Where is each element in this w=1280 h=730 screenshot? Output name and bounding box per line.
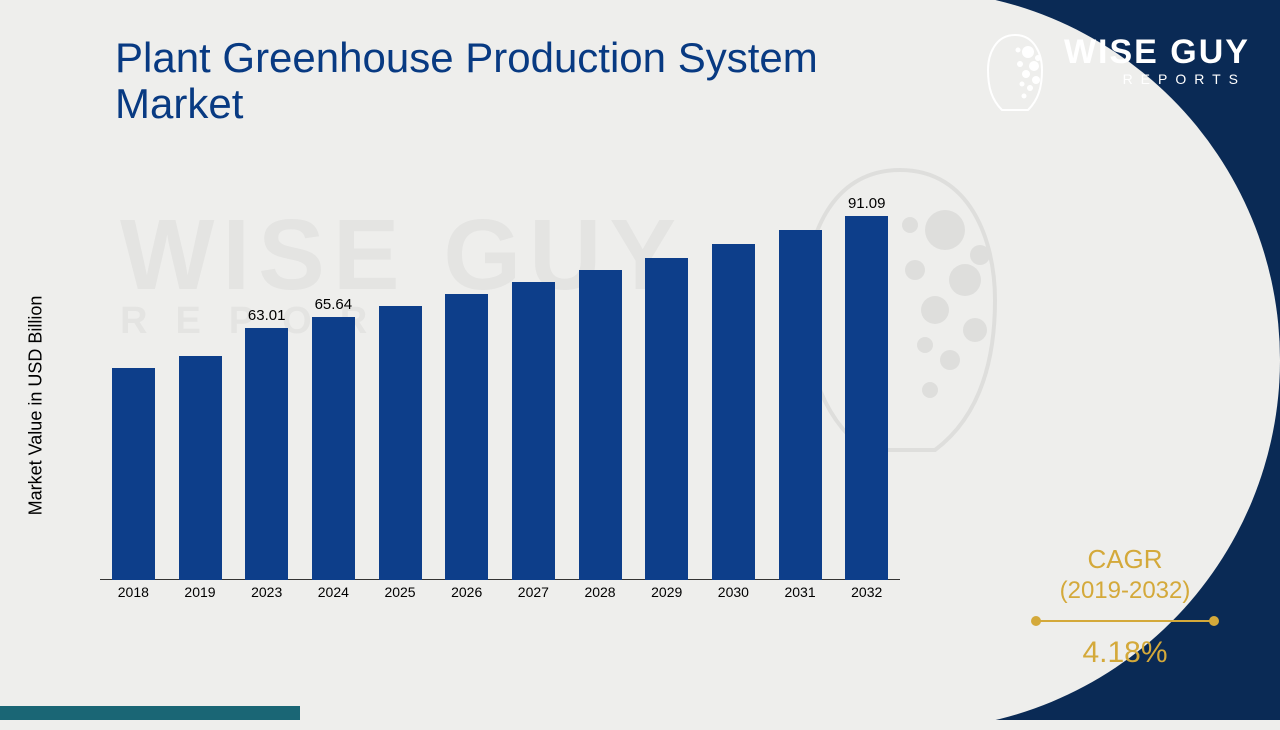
bar [779, 230, 822, 580]
bar-slot: 91.092032 [833, 180, 900, 580]
brand-logo-main: WISE GUY [1064, 35, 1250, 69]
bar-slot: 2018 [100, 180, 167, 580]
y-axis-label: Market Value in USD Billion [26, 296, 47, 516]
x-tick-label: 2024 [300, 584, 367, 600]
cagr-divider [1035, 620, 1215, 622]
bar [245, 328, 288, 580]
bar [379, 306, 422, 580]
cagr-range: (2019-2032) [1035, 575, 1215, 606]
bar [445, 294, 488, 580]
bar-slot: 2031 [767, 180, 834, 580]
bar [579, 270, 622, 580]
bar [312, 317, 355, 580]
brand-head-icon [980, 30, 1050, 115]
bar-slot: 2019 [167, 180, 234, 580]
x-tick-label: 2025 [367, 584, 434, 600]
bar-slot: 2026 [433, 180, 500, 580]
chart-plot: 2018201963.01202365.64202420252026202720… [100, 180, 900, 580]
chart-area: Market Value in USD Billion 2018201963.0… [80, 180, 900, 610]
bar-value-label: 63.01 [248, 307, 286, 324]
bars-container: 2018201963.01202365.64202420252026202720… [100, 180, 900, 580]
bar [845, 216, 888, 580]
cagr-block: CAGR (2019-2032) 4.18% [1035, 544, 1215, 670]
bar [512, 282, 555, 580]
x-tick-label: 2031 [767, 584, 834, 600]
x-tick-label: 2032 [833, 584, 900, 600]
bar-slot: 2029 [633, 180, 700, 580]
bar-slot: 2030 [700, 180, 767, 580]
bar [179, 356, 222, 580]
bar-slot: 2027 [500, 180, 567, 580]
x-tick-label: 2023 [233, 584, 300, 600]
page-root: WISE GUY REPORTS WISE GUY REPORTS Plant … [0, 0, 1280, 720]
x-tick-label: 2029 [633, 584, 700, 600]
bar [645, 258, 688, 580]
x-tick-label: 2030 [700, 584, 767, 600]
x-tick-label: 2026 [433, 584, 500, 600]
x-tick-label: 2019 [167, 584, 234, 600]
chart-title: Plant Greenhouse Production System Marke… [115, 35, 895, 127]
bar-slot: 2028 [567, 180, 634, 580]
bar-value-label: 65.64 [315, 296, 353, 313]
x-tick-label: 2027 [500, 584, 567, 600]
bar-slot: 63.012023 [233, 180, 300, 580]
bar [712, 244, 755, 580]
bar [112, 368, 155, 580]
brand-logo-sub: REPORTS [1064, 71, 1246, 87]
bottom-accent-bar [0, 706, 300, 720]
cagr-title: CAGR [1035, 544, 1215, 575]
x-tick-label: 2028 [567, 584, 634, 600]
brand-logo: WISE GUY REPORTS [1064, 35, 1250, 87]
cagr-value: 4.18% [1035, 636, 1215, 670]
bar-slot: 2025 [367, 180, 434, 580]
x-tick-label: 2018 [100, 584, 167, 600]
bar-value-label: 91.09 [848, 195, 886, 212]
bar-slot: 65.642024 [300, 180, 367, 580]
